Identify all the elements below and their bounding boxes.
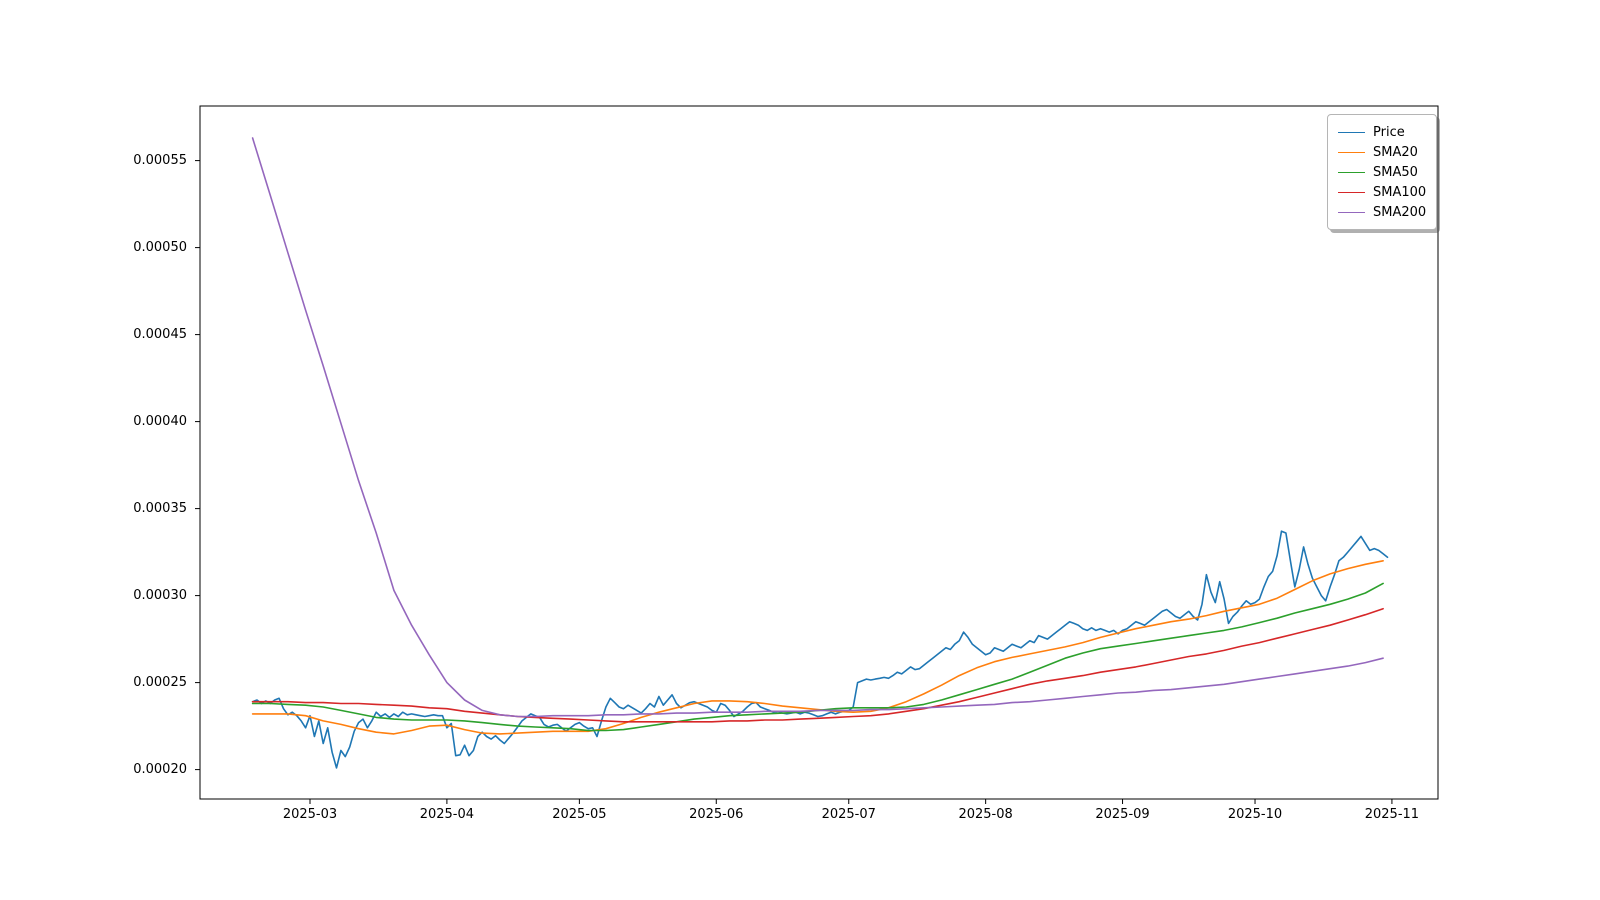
sma200-line xyxy=(251,137,1384,718)
legend-entry-sma20: SMA20 xyxy=(1338,142,1426,162)
legend-label: SMA200 xyxy=(1373,204,1427,220)
x-tick-label: 2025-10 xyxy=(1227,807,1283,822)
y-tick-label: 0.00035 xyxy=(133,500,187,516)
x-tick-label: 2025-05 xyxy=(552,807,607,822)
y-tick-label: 0.00045 xyxy=(133,326,187,342)
legend-label: Price xyxy=(1373,124,1405,140)
legend-entry-sma100: SMA100 xyxy=(1338,182,1426,202)
sma20-legend-line-icon xyxy=(1338,151,1365,153)
y-tick-label: 0.00025 xyxy=(133,674,187,690)
x-tick-label: 2025-07 xyxy=(821,807,876,822)
y-tick-label: 0.00040 xyxy=(133,413,187,429)
legend: Price SMA20 SMA50 SMA100 SMA200 xyxy=(1327,114,1438,230)
price-line xyxy=(251,530,1389,769)
sma200-legend-line-icon xyxy=(1338,211,1365,213)
x-tick-label: 2025-08 xyxy=(958,807,1013,822)
y-tick-label: 0.00020 xyxy=(133,761,187,777)
sma100-line xyxy=(251,607,1384,723)
x-tick-label: 2025-03 xyxy=(282,807,338,822)
legend-label: SMA20 xyxy=(1373,144,1418,160)
legend-label: SMA100 xyxy=(1373,184,1427,200)
axes-spines xyxy=(199,105,1439,800)
x-tick-label: 2025-09 xyxy=(1095,807,1150,822)
legend-label: SMA50 xyxy=(1373,164,1418,180)
x-tick-label: 2025-04 xyxy=(419,807,475,822)
sma50-legend-line-icon xyxy=(1338,171,1365,173)
sma100-legend-line-icon xyxy=(1338,191,1365,193)
x-tick-label: 2025-06 xyxy=(689,807,744,822)
sma20-line xyxy=(251,559,1384,735)
legend-entry-sma200: SMA200 xyxy=(1338,202,1426,222)
y-tick-label: 0.00050 xyxy=(133,239,187,255)
y-tick-label: 0.00055 xyxy=(133,152,187,168)
x-tick-label: 2025-11 xyxy=(1364,807,1420,822)
legend-entry-price: Price xyxy=(1338,122,1426,142)
y-tick-label: 0.00030 xyxy=(133,587,187,603)
legend-entry-sma50: SMA50 xyxy=(1338,162,1426,182)
sma50-line xyxy=(251,582,1384,732)
price-legend-line-icon xyxy=(1338,131,1365,133)
